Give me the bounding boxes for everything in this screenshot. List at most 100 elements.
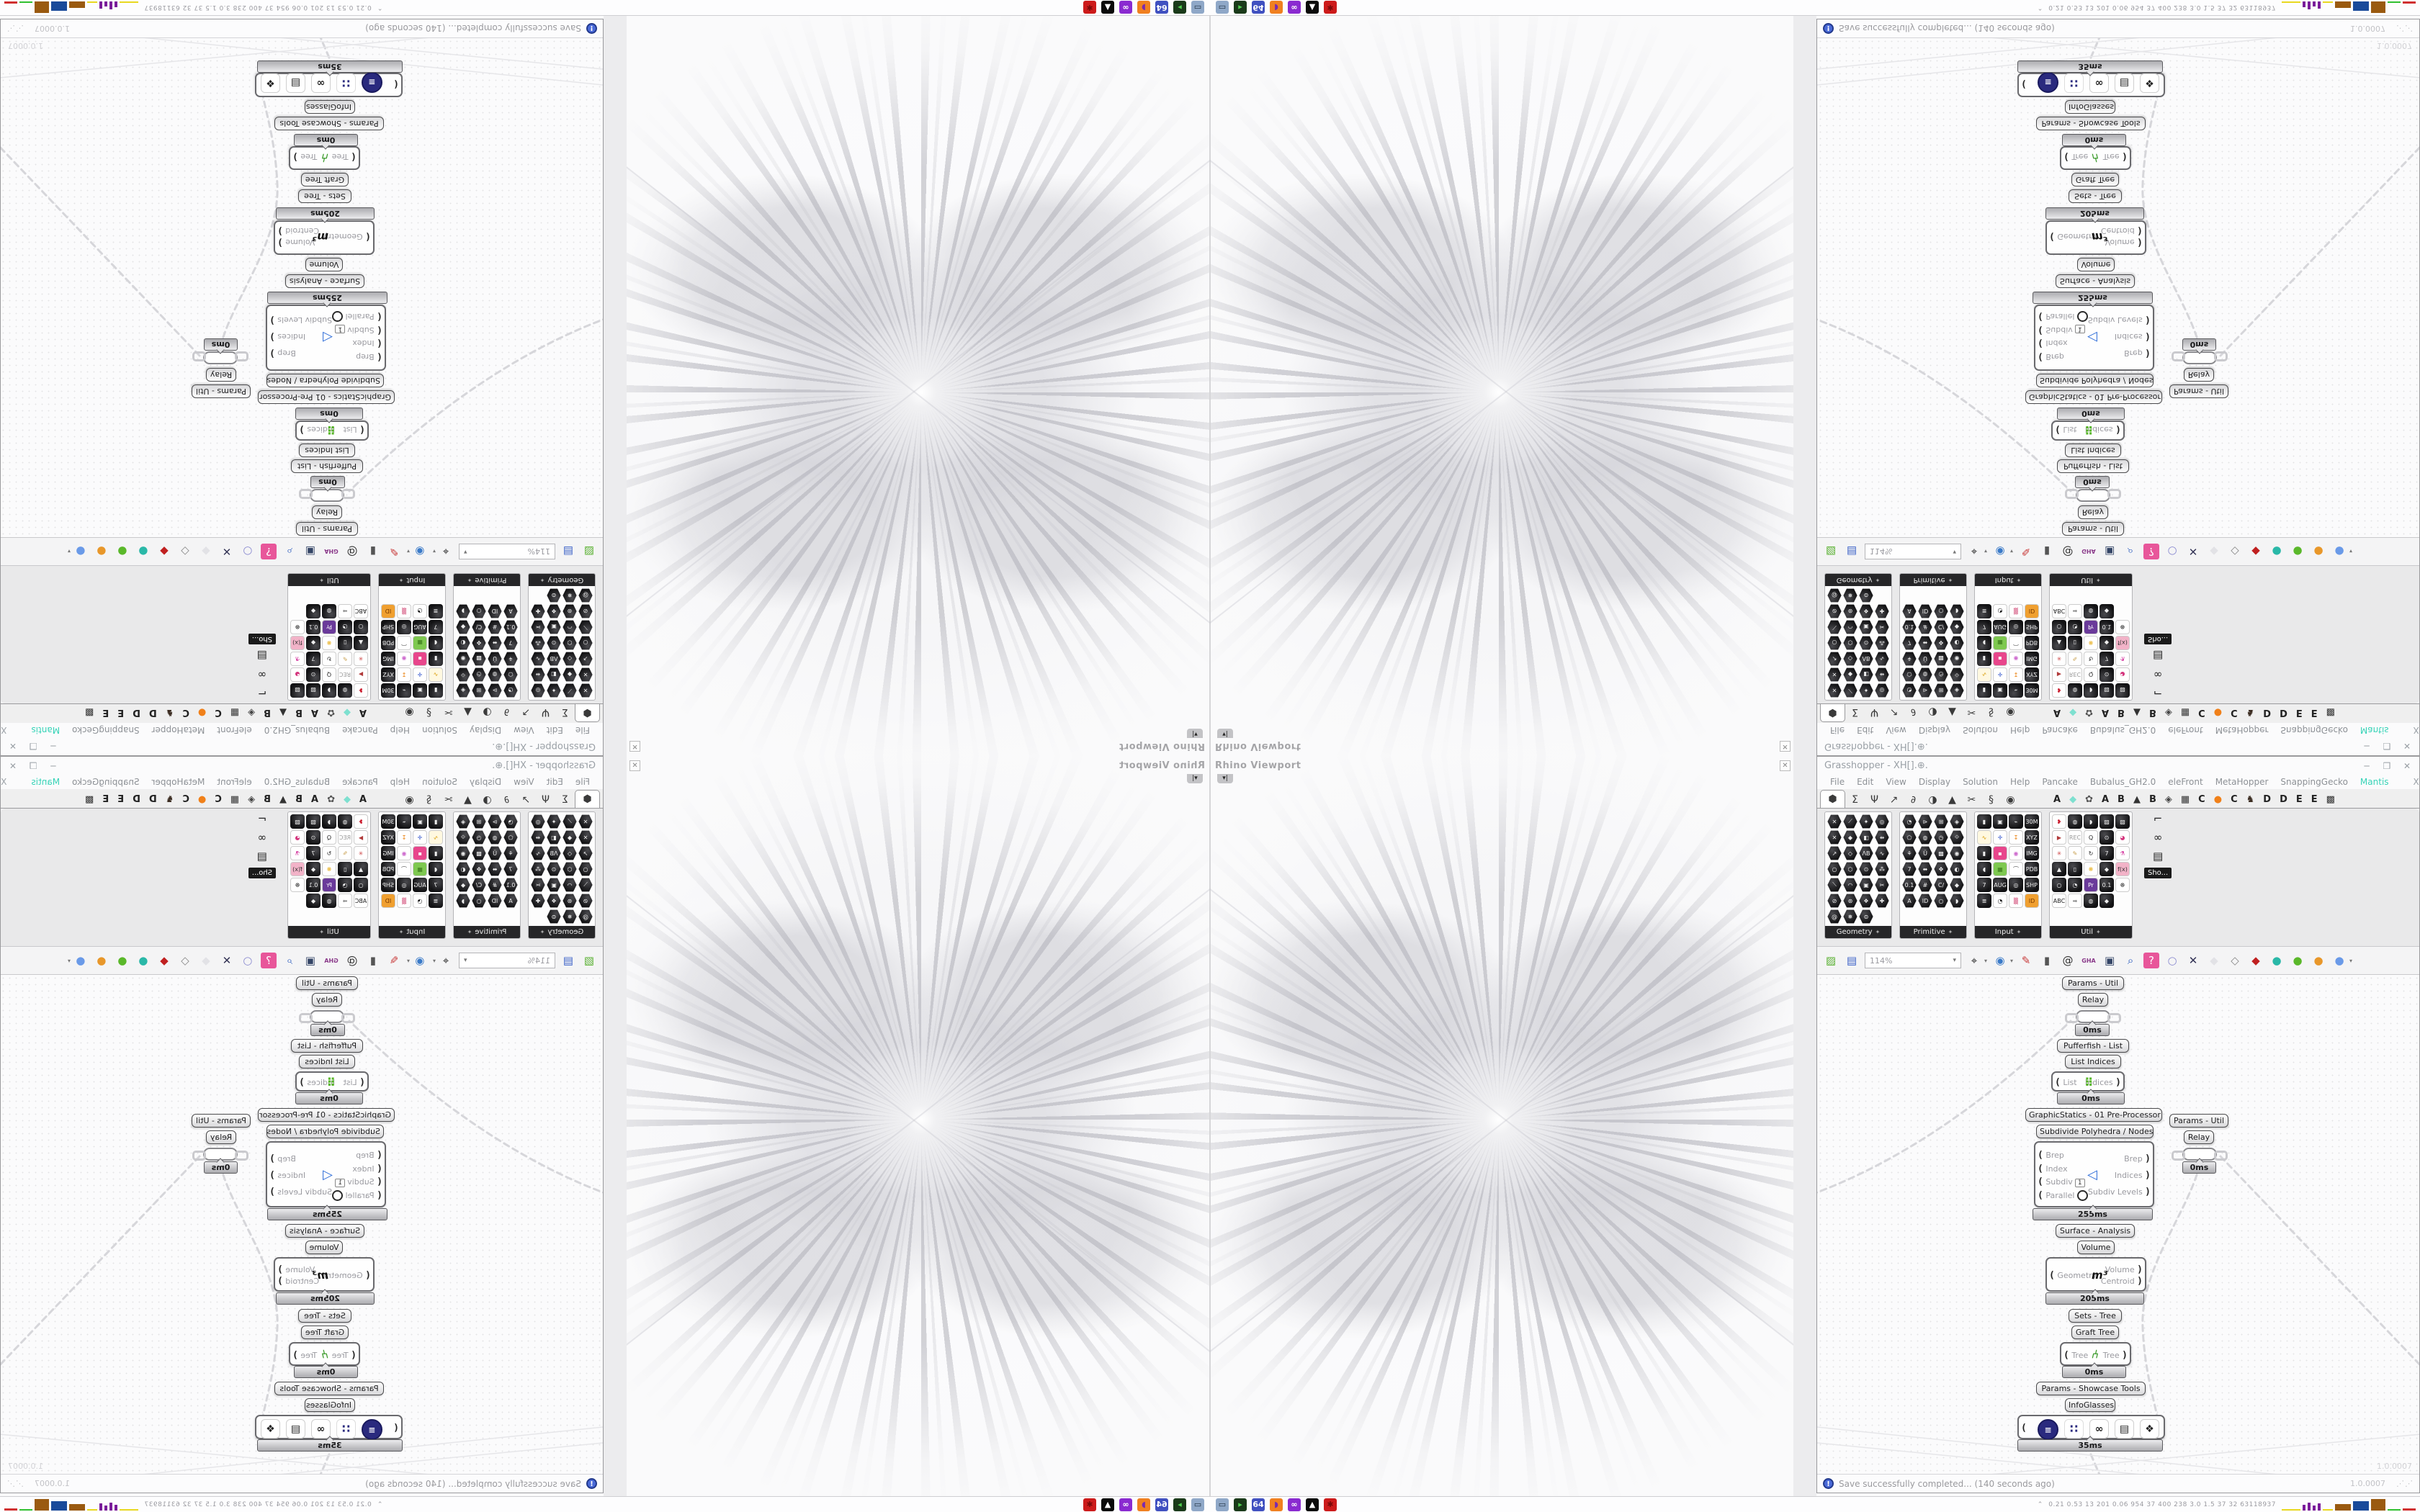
component-icon[interactable]: ▲ xyxy=(2052,636,2066,650)
gem-white-button[interactable]: ◆ xyxy=(202,954,210,967)
component-icon[interactable]: ⟐ xyxy=(1950,667,1964,682)
component-icon[interactable]: ⟋ xyxy=(563,683,577,698)
chevron-down-icon[interactable]: ▾ xyxy=(406,548,410,555)
tab-plugin-16[interactable]: E xyxy=(102,794,109,805)
component-icon[interactable]: ☸ xyxy=(290,878,305,892)
image-export-button[interactable]: ▣ xyxy=(305,954,316,967)
balloon-orange-button[interactable]: ● xyxy=(97,954,107,967)
component-icon[interactable]: 7 xyxy=(2099,652,2114,666)
component-icon[interactable]: A xyxy=(1902,894,1917,908)
component-icon[interactable]: ◍ xyxy=(1918,667,1932,682)
tab-plugin-6[interactable]: B xyxy=(264,794,272,805)
component-icon[interactable]: ▶ xyxy=(2052,667,2066,682)
backup-drive-icon[interactable]: ▸ xyxy=(1173,1498,1186,1511)
component-icon[interactable]: ○ xyxy=(472,604,486,618)
balloon-teal-button[interactable]: ● xyxy=(138,954,148,967)
menu-item-solution[interactable]: Solution xyxy=(1963,725,1998,735)
gem-outline-button[interactable]: ◇ xyxy=(2231,545,2239,558)
component-icon[interactable]: ↗ xyxy=(1827,846,1842,860)
node-group-label[interactable]: Params - Showcase Tools xyxy=(274,1382,384,1395)
node-group-label[interactable]: Pufferfish - List xyxy=(291,459,363,473)
resize-grip[interactable]: ⋰⋰ xyxy=(6,1479,24,1488)
node-group-label[interactable]: GraphicStatics - 01 Pre-Processor xyxy=(258,1108,395,1122)
node-group-label[interactable]: Relay xyxy=(206,368,236,382)
save-file-button[interactable]: ▤ xyxy=(563,545,574,558)
save-file-button[interactable]: ▤ xyxy=(1846,954,1857,967)
component-icon[interactable]: ◆ xyxy=(456,878,470,892)
component-icon[interactable]: Q xyxy=(322,667,336,682)
tab-category-4[interactable]: ∂ xyxy=(1910,706,1917,718)
security-badge-icon[interactable]: ✱ xyxy=(1083,1,1096,14)
node-group-label[interactable]: Relay xyxy=(2184,368,2214,382)
component-icon[interactable]: ✕ xyxy=(578,683,593,698)
component-icon[interactable]: ◆ xyxy=(2099,862,2114,876)
chevron-down-icon[interactable]: ▾ xyxy=(2349,548,2353,555)
chevron-up-icon[interactable]: ⌃ xyxy=(377,4,383,11)
component-icon[interactable]: ⊙ xyxy=(1859,636,1873,650)
component-icon[interactable]: ◗ xyxy=(456,894,470,908)
menu-item-solution[interactable]: Solution xyxy=(1963,777,1998,787)
component-icon[interactable]: ⟍ xyxy=(578,878,593,892)
component-icon[interactable]: ⊜ xyxy=(547,588,561,603)
component-icon[interactable]: ◔ xyxy=(338,620,352,634)
component-icon[interactable]: ◉ xyxy=(1950,652,1964,666)
component-icon[interactable]: ⟋ xyxy=(1843,814,1857,829)
component-icon[interactable]: 7 xyxy=(306,846,321,860)
component-icon[interactable]: ▯ xyxy=(338,862,352,876)
component-icon[interactable]: A xyxy=(503,894,518,908)
menu-item-pancake[interactable]: Pancake xyxy=(2042,777,2078,787)
component-icon[interactable]: ↻ xyxy=(2084,652,2098,666)
component-icon[interactable]: ⚗ xyxy=(290,846,305,860)
component-icon[interactable]: ⌒ xyxy=(2009,862,2023,876)
menu-item-solution[interactable]: Solution xyxy=(422,725,457,735)
viewport-dropdown-tab[interactable]: ▾| xyxy=(1217,774,1233,783)
node-group-label[interactable]: Graft Tree xyxy=(2071,1326,2119,1339)
node-group-label[interactable]: GraphicStatics - 01 Pre-Processor xyxy=(258,390,395,404)
component-icon[interactable]: ✥ xyxy=(1934,862,1948,876)
input-port[interactable]: ( Brep xyxy=(356,1150,382,1161)
component-icon[interactable]: ❋ xyxy=(2084,862,2098,876)
screenshot-tool-icon[interactable]: ▭ xyxy=(1216,1498,1229,1511)
component-icon[interactable]: ▮ xyxy=(1977,846,1991,860)
resize-grip[interactable]: ⋰⋰ xyxy=(6,24,24,33)
component-icon[interactable]: # xyxy=(488,878,502,892)
menu-item-mantis[interactable]: Mantis xyxy=(31,725,60,735)
tab-category-5[interactable]: ◑ xyxy=(483,794,492,806)
node-group-label[interactable]: Relay xyxy=(2184,1130,2214,1144)
tab-plugin-9[interactable]: C xyxy=(2198,794,2205,805)
minimize-button[interactable]: ─ xyxy=(2364,760,2370,771)
component-icon[interactable]: ⊘ xyxy=(1827,894,1842,908)
component-icon[interactable]: ◖ xyxy=(429,862,443,876)
menu-item-metahopper[interactable]: MetaHopper xyxy=(151,725,205,735)
component-icon[interactable]: ✕ xyxy=(1827,683,1842,698)
component-icon[interactable]: 7 xyxy=(1902,862,1917,876)
component-icon[interactable]: ▦ xyxy=(1993,862,2007,876)
component-icon[interactable]: ◗ xyxy=(1950,894,1964,908)
component-icon[interactable]: ◉ xyxy=(397,652,411,666)
component-icon[interactable]: ❖ xyxy=(1859,894,1873,908)
infoglasses-button-2[interactable]: ∞ xyxy=(311,1419,331,1439)
component-icon[interactable]: ID xyxy=(2025,894,2039,908)
menu-item-metahopper[interactable]: MetaHopper xyxy=(2215,777,2269,787)
component-icon[interactable]: ◍ xyxy=(2068,683,2082,698)
tab-plugin-10[interactable]: ● xyxy=(2213,794,2223,805)
component-icon[interactable]: ▒ xyxy=(397,894,411,908)
balloon-button[interactable]: ○ xyxy=(2167,954,2177,967)
component-icon[interactable]: ◷ xyxy=(1934,667,1948,682)
balloon-orange-button[interactable]: ● xyxy=(97,545,107,558)
component-icon[interactable]: ◆ xyxy=(2099,604,2114,618)
input-port[interactable]: ( Tree xyxy=(2063,151,2089,163)
output-port[interactable]: Volume ) xyxy=(277,1264,315,1275)
component-icon[interactable]: ⊜ xyxy=(547,909,561,924)
menu-item-elefront[interactable]: eleFront xyxy=(217,777,252,787)
wire-display-button[interactable]: ✕ xyxy=(2188,954,2198,967)
menu-item-mantis[interactable]: Mantis xyxy=(2360,777,2389,787)
goggles-app-icon[interactable]: ∞ xyxy=(1288,1,1301,14)
tab-plugin-8[interactable]: ▦ xyxy=(230,707,240,718)
component-icon[interactable]: ◖ xyxy=(1977,862,1991,876)
maximize-button[interactable]: ❒ xyxy=(2383,741,2391,752)
node-group-label[interactable]: Params - Util xyxy=(2062,522,2124,536)
tab-plugin-17[interactable]: ▩ xyxy=(85,707,94,718)
input-port[interactable]: ( List xyxy=(343,1077,365,1088)
tab-category-5[interactable]: ◑ xyxy=(483,706,492,718)
